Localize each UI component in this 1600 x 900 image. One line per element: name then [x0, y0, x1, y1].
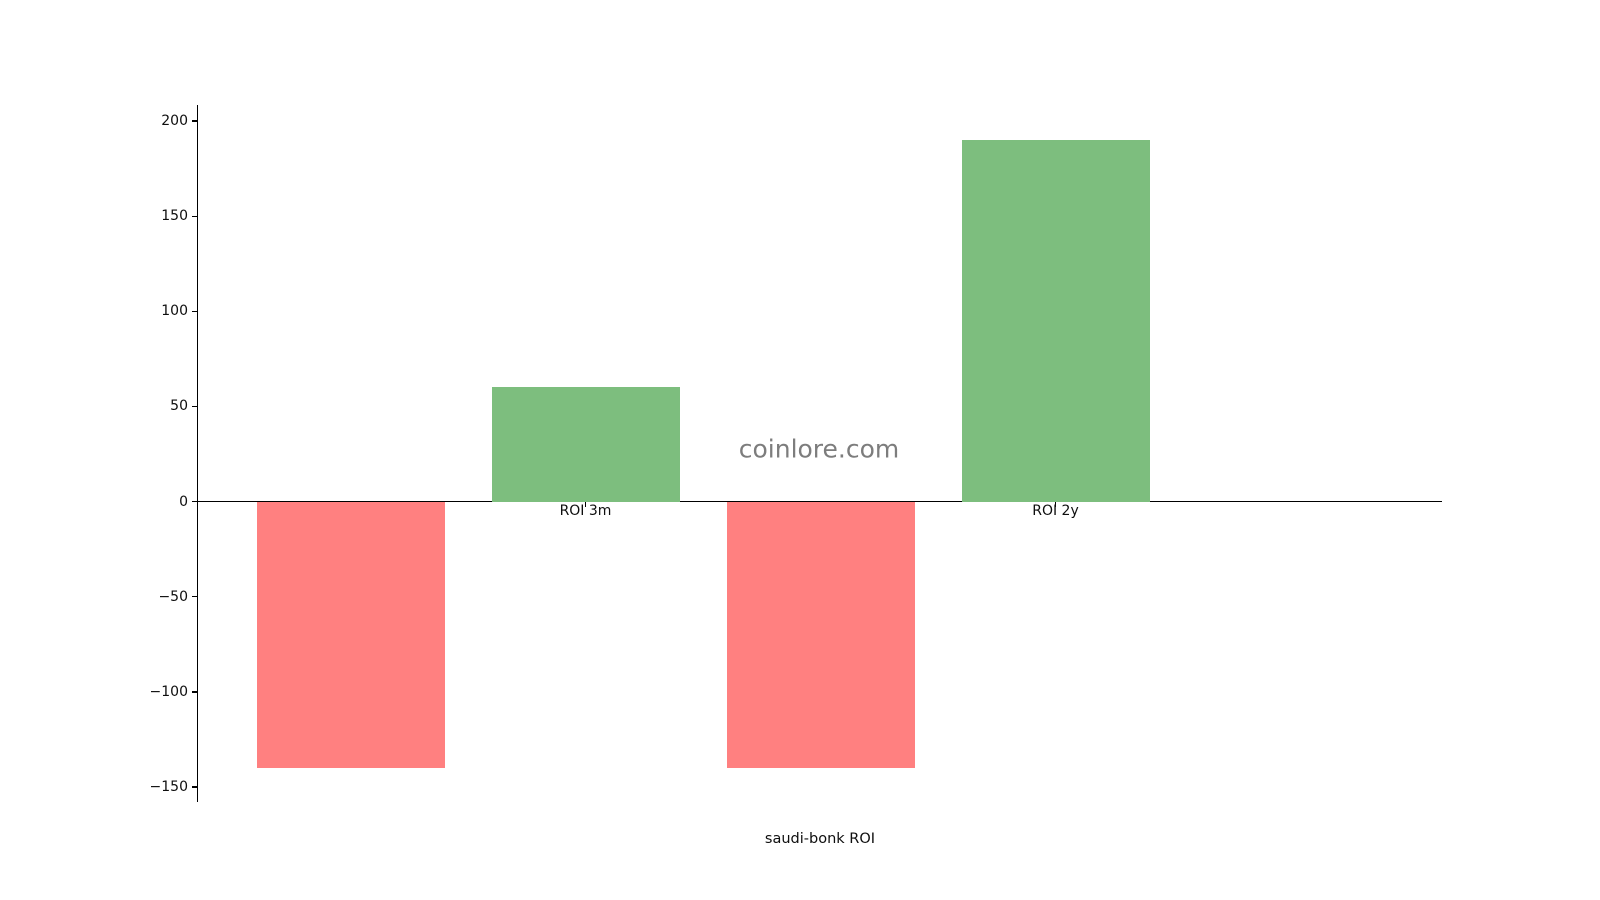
y-tick-label: 200	[161, 113, 188, 130]
y-tick-label: −50	[158, 588, 188, 605]
y-tick-mark	[192, 786, 197, 788]
y-tick-mark	[192, 691, 197, 693]
y-axis-line	[197, 105, 199, 802]
bar-negative	[256, 501, 445, 768]
x-tick-label: ROI 3m	[559, 503, 612, 519]
y-tick-label: 50	[170, 398, 188, 415]
y-tick-label: 0	[179, 493, 188, 510]
x-tick-mark	[584, 502, 587, 507]
x-tick-mark	[1054, 502, 1057, 507]
y-tick-label: −100	[149, 683, 188, 700]
y-tick-mark	[192, 596, 197, 598]
y-tick-label: 150	[161, 208, 188, 225]
y-tick-label: 100	[161, 303, 188, 320]
y-tick-mark	[192, 310, 197, 313]
x-tick-label: ROI 2y	[1032, 503, 1079, 519]
watermark-text: coinlore.com	[738, 434, 900, 464]
bar-negative	[726, 501, 915, 768]
bar-positive	[491, 387, 680, 502]
y-tick-mark	[192, 501, 197, 503]
y-tick-mark	[192, 215, 197, 217]
chart-title: saudi-bonk ROI	[764, 831, 876, 847]
bar-positive	[961, 140, 1150, 502]
y-tick-mark	[192, 120, 197, 122]
y-tick-mark	[192, 405, 197, 408]
y-tick-label: −150	[149, 779, 188, 796]
